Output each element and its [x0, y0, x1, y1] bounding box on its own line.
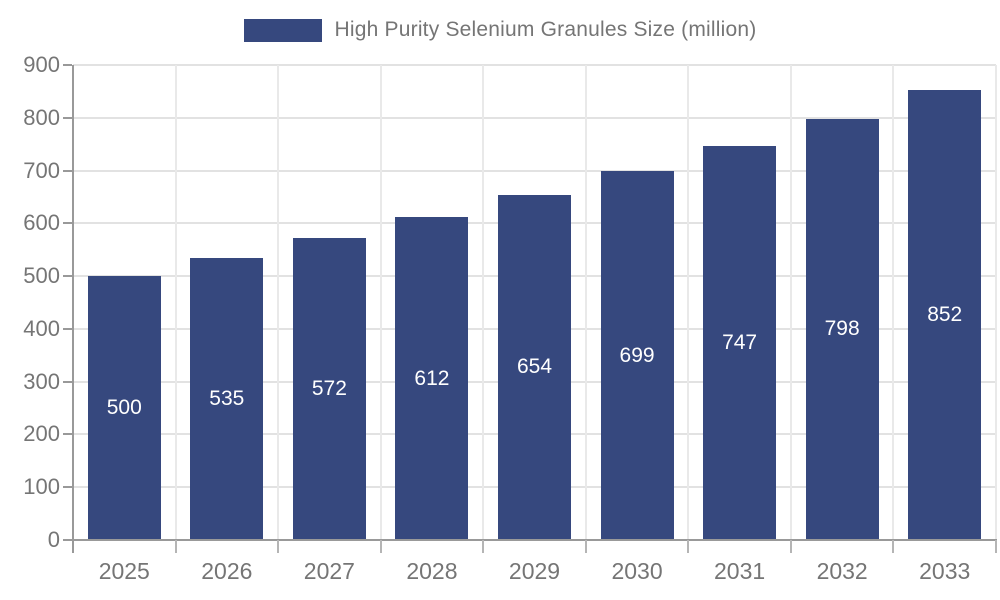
y-tick-mark	[63, 169, 72, 172]
x-tick-mark	[687, 540, 690, 553]
gridline-vertical	[174, 65, 177, 540]
bar	[703, 145, 777, 540]
bar	[87, 276, 161, 540]
bar-value-label: 500	[106, 396, 142, 420]
gridline-vertical	[789, 65, 792, 540]
y-tick-mark	[63, 327, 72, 330]
x-tick-label: 2026	[201, 558, 253, 584]
x-tick-mark	[482, 540, 485, 553]
x-tick-mark	[892, 540, 895, 553]
bar-value-label: 612	[414, 366, 450, 390]
x-tick-mark	[277, 540, 280, 553]
y-tick-mark	[63, 486, 72, 489]
bar	[190, 257, 264, 540]
bar	[292, 238, 366, 540]
x-tick-mark	[789, 540, 792, 553]
y-axis-line	[72, 65, 74, 553]
x-tick-label: 2033	[919, 558, 971, 584]
x-tick-label: 2025	[98, 558, 150, 584]
x-tick-label: 2030	[611, 558, 663, 584]
x-tick-mark	[379, 540, 382, 553]
gridline-vertical	[584, 65, 587, 540]
bar-value-label: 572	[311, 377, 347, 401]
bar-value-label: 699	[619, 343, 655, 367]
bar-value-label: 535	[209, 386, 245, 410]
legend-swatch	[243, 18, 322, 42]
y-tick-label: 400	[23, 315, 60, 341]
bar-value-label: 852	[927, 303, 963, 327]
y-tick-label: 0	[47, 527, 60, 552]
y-tick-mark	[63, 116, 72, 119]
legend[interactable]: High Purity Selenium Granules Size (mill…	[0, 18, 1000, 42]
y-tick-label: 200	[23, 421, 60, 447]
bar	[600, 171, 674, 540]
gridline-horizontal	[73, 116, 996, 119]
bar-value-label: 654	[516, 355, 553, 379]
x-axis-line	[72, 539, 997, 541]
bar	[498, 194, 571, 540]
y-tick-mark	[63, 433, 72, 436]
gridline-vertical	[995, 65, 997, 540]
x-tick-mark	[174, 540, 177, 553]
bar-value-label: 747	[722, 330, 758, 354]
y-tick-mark	[63, 222, 72, 225]
bar	[805, 118, 879, 540]
y-tick-mark	[63, 539, 72, 541]
x-tick-mark	[584, 540, 587, 553]
x-tick-label: 2027	[303, 558, 355, 584]
x-tick-label: 2031	[714, 558, 766, 584]
gridline-vertical	[892, 65, 895, 540]
x-tick-label: 2028	[406, 558, 458, 584]
y-tick-label: 700	[23, 157, 60, 183]
y-tick-label: 900	[23, 52, 60, 77]
y-tick-label: 500	[23, 263, 60, 289]
bar-value-label: 798	[824, 317, 860, 341]
gridline-vertical	[379, 65, 382, 540]
y-tick-mark	[63, 275, 72, 278]
y-tick-label: 600	[23, 210, 60, 236]
gridline-vertical	[482, 65, 485, 540]
y-tick-label: 800	[23, 104, 60, 130]
gridline-vertical	[277, 65, 280, 540]
x-tick-label: 2029	[508, 558, 561, 584]
x-tick-label: 2032	[816, 558, 868, 584]
bar	[395, 217, 469, 540]
y-tick-mark	[63, 380, 72, 383]
x-tick-mark	[995, 540, 997, 553]
y-tick-mark	[63, 64, 72, 66]
y-tick-label: 300	[23, 368, 60, 394]
gridline-vertical	[687, 65, 690, 540]
legend-label: High Purity Selenium Granules Size (mill…	[334, 18, 757, 41]
gridline-horizontal	[73, 64, 996, 66]
gridline-horizontal	[73, 169, 996, 172]
y-tick-label: 100	[23, 474, 60, 500]
bar	[908, 90, 982, 540]
